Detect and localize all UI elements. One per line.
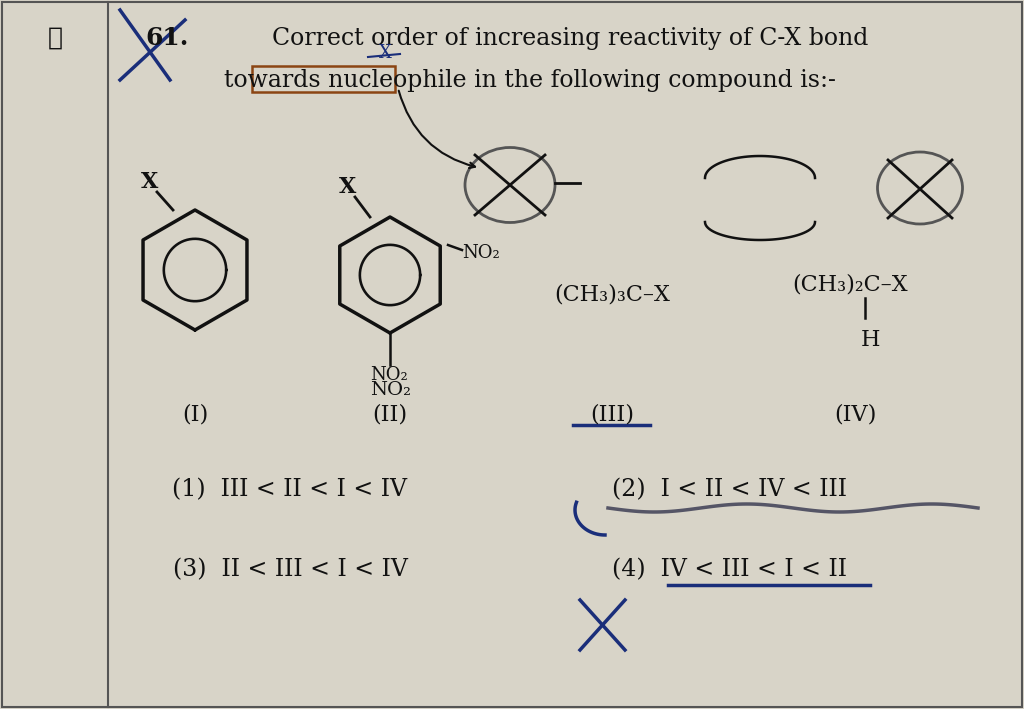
- Text: X: X: [339, 176, 356, 198]
- Text: (1)  III < II < I < IV: (1) III < II < I < IV: [172, 479, 408, 501]
- Bar: [252, 66, 395, 92]
- Text: (III): (III): [590, 404, 634, 426]
- Text: NO₂: NO₂: [370, 381, 411, 399]
- Text: H: H: [860, 329, 880, 351]
- Text: 61.: 61.: [145, 26, 188, 50]
- Text: (CH₃)₂C–X: (CH₃)₂C–X: [793, 274, 908, 296]
- Text: (CH₃)₃C–X: (CH₃)₃C–X: [554, 284, 670, 306]
- Text: X: X: [379, 44, 391, 62]
- Text: (I): (I): [182, 404, 208, 426]
- Text: (4)  IV < III < I < II: (4) IV < III < I < II: [612, 559, 848, 581]
- Text: NO₂: NO₂: [462, 244, 500, 262]
- Text: (2)  I < II < IV < III: (2) I < II < IV < III: [612, 479, 848, 501]
- Text: NO₂: NO₂: [370, 366, 408, 384]
- Text: towards nucleophile in the following compound is:-: towards nucleophile in the following com…: [224, 69, 836, 91]
- Text: (3)  II < III < I < IV: (3) II < III < I < IV: [173, 559, 408, 581]
- Text: Correct order of increasing reactivity of C-X bond: Correct order of increasing reactivity o…: [271, 26, 868, 50]
- Text: त: त: [47, 26, 62, 50]
- Text: (IV): (IV): [834, 404, 877, 426]
- Text: (II): (II): [373, 404, 408, 426]
- Text: X: X: [141, 171, 159, 193]
